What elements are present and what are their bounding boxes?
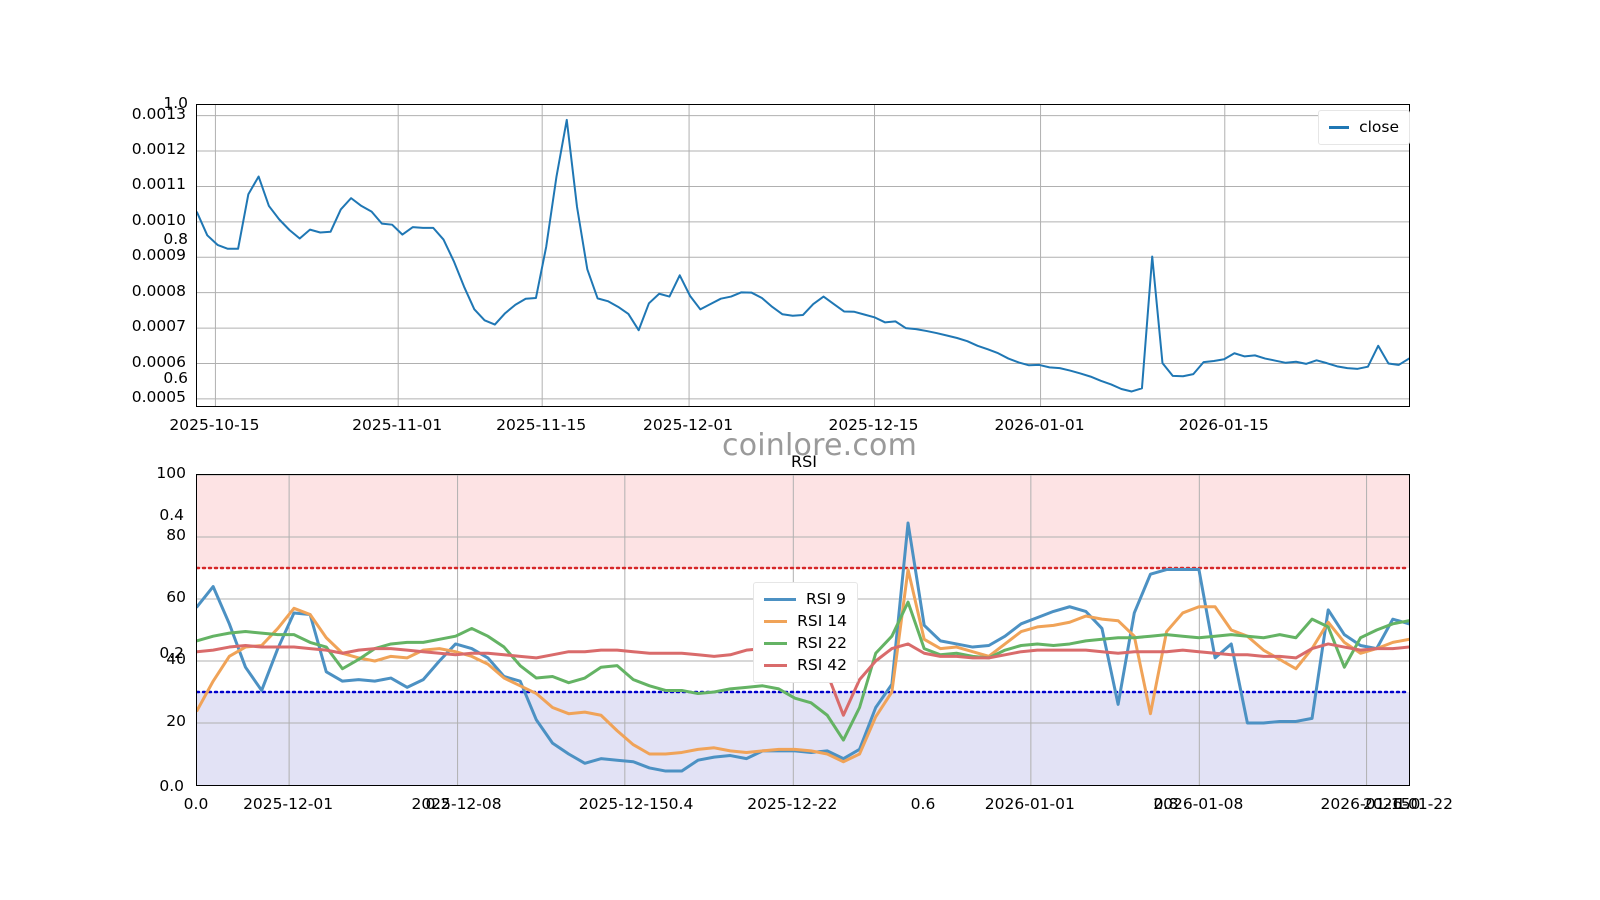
rsi-stray-xtick-4: 0.8 [1153, 795, 1179, 813]
rsi-plot-area [196, 474, 1410, 786]
rsi-ytick-3: 80 [166, 526, 186, 544]
rsi-ytick-2: 60 [166, 588, 186, 606]
legend-item-rsi14[interactable]: RSI 14 [764, 610, 847, 632]
rsi-title: RSI [791, 452, 817, 471]
rsi-stray-xtick-1: 0.2 [425, 795, 451, 813]
price-xtick-4: 2025-12-15 [828, 416, 919, 434]
price-ytick-8: 0.0013 [131, 104, 186, 123]
price-ytick-7: 0.0012 [131, 140, 186, 159]
rsi-xtick-1: 2025-12-08 [411, 795, 502, 813]
price-xtick-2: 2025-11-15 [496, 416, 587, 434]
rsi-xtick-5: 2026-01-08 [1153, 795, 1244, 813]
rsi-stray-ytick-3: 0.4 [159, 506, 184, 524]
price-xtick-5: 2026-01-01 [994, 416, 1085, 434]
rsi-stray-ytick-1: 0.0 [159, 777, 184, 795]
rsi-line-svg [197, 475, 1409, 785]
price-ytick-3: 0.0008 [131, 281, 186, 300]
legend-item-rsi9[interactable]: RSI 9 [764, 588, 847, 610]
rsi-legend[interactable]: RSI 9 RSI 14 RSI 22 RSI 42 [753, 582, 858, 683]
rsi-chart-panel: RSI 0.0 0.2 0.4 20 40 60 80 100 2025-12-01 20… [0, 440, 1600, 900]
price-xtick-0: 2025-10-15 [169, 416, 260, 434]
legend-label-rsi22: RSI 22 [797, 634, 847, 652]
price-ytick-2: 0.0007 [131, 317, 186, 336]
price-stray-ytick-2: 0.8 [163, 230, 188, 248]
rsi-xtick-7: 2026-01-22 [1362, 795, 1454, 813]
price-ytick-4: 0.0009 [131, 246, 186, 265]
price-ytick-6: 0.0011 [131, 175, 186, 194]
rsi-ytick-0: 20 [166, 712, 186, 730]
price-plot-area [196, 104, 1410, 407]
price-ytick-1: 0.0006 [131, 352, 186, 371]
price-chart-panel: 1.0 0.8 0.6 0.0005 0.0006 0.0007 0.0008 0.00… [0, 0, 1600, 440]
rsi22-color-swatch [764, 641, 788, 645]
rsi-xtick-2: 2025-12-15 [578, 795, 669, 813]
rsi-ytick-4: 100 [156, 464, 186, 482]
legend-label-rsi9: RSI 9 [806, 590, 846, 608]
legend-item-rsi22[interactable]: RSI 22 [764, 632, 847, 654]
price-xtick-1: 2025-11-01 [352, 416, 443, 434]
rsi-stray-xtick-0: 0.0 [183, 795, 209, 813]
price-stray-ytick-1: 1.0 [163, 94, 188, 112]
rsi-xtick-6: 2026-01-15 [1320, 795, 1411, 813]
rsi14-color-swatch [764, 619, 788, 623]
rsi-stray-xtick-2: 0.4 [668, 795, 694, 813]
rsi-ytick-1: 40 [166, 650, 186, 668]
price-ytick-5: 0.0010 [131, 210, 186, 229]
legend-item-close[interactable]: close [1329, 116, 1399, 138]
legend-label-rsi42: RSI 42 [797, 656, 847, 674]
legend-item-rsi42[interactable]: RSI 42 [764, 654, 847, 676]
price-ytick-0: 0.0005 [131, 387, 186, 406]
price-xtick-6: 2026-01-15 [1178, 416, 1269, 434]
legend-label-rsi14: RSI 14 [797, 612, 847, 630]
legend-label-close: close [1359, 118, 1399, 136]
rsi42-color-swatch [764, 663, 788, 667]
rsi-xtick-3: 2025-12-22 [747, 795, 838, 813]
price-legend[interactable]: close [1318, 110, 1410, 145]
close-color-swatch [1329, 125, 1350, 129]
price-line-svg [197, 105, 1409, 406]
price-xtick-3: 2025-12-01 [643, 416, 734, 434]
rsi-xtick-4: 2026-01-01 [984, 795, 1075, 813]
rsi-xtick-0: 2025-12-01 [243, 795, 334, 813]
rsi-stray-xtick-5: 1.0 [1395, 795, 1421, 813]
watermark-coinlore: coinlore.com [722, 428, 918, 463]
rsi9-color-swatch [764, 597, 796, 601]
price-stray-ytick-3: 0.6 [163, 369, 188, 387]
rsi-stray-xtick-3: 0.6 [910, 795, 936, 813]
rsi-stray-ytick-2: 0.2 [159, 644, 184, 662]
